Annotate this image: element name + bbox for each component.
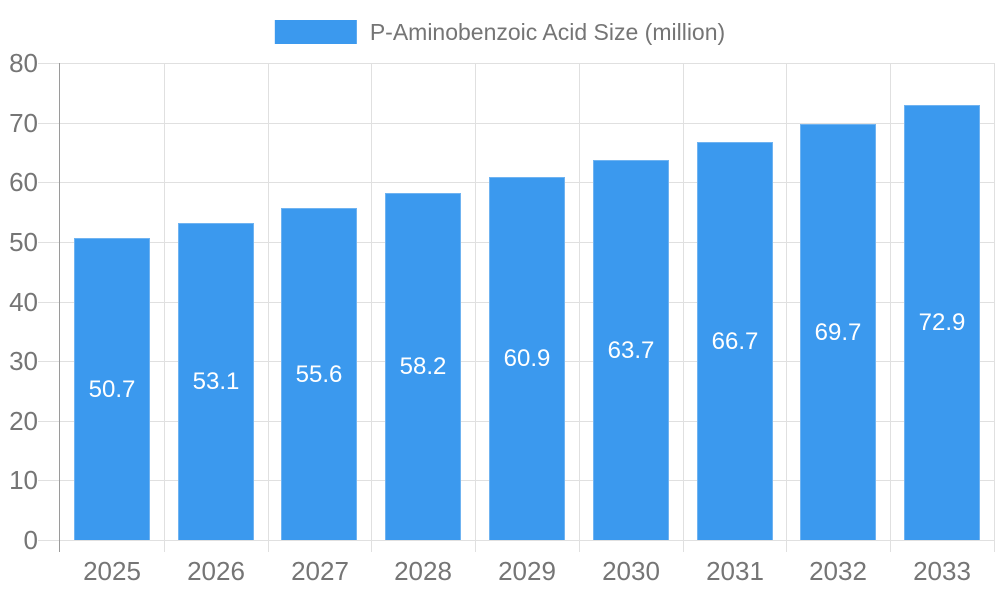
bar-value-label: 58.2 [399, 353, 447, 380]
y-axis-label: 70 [9, 108, 38, 138]
x-axis-label: 2028 [394, 556, 452, 586]
y-axis-label: 40 [9, 287, 38, 317]
y-axis-label: 60 [9, 167, 38, 197]
bar[interactable]: 60.9 [489, 177, 565, 540]
bar-value-label: 69.7 [814, 318, 862, 346]
x-axis-label: 2027 [291, 556, 349, 586]
bar[interactable]: 66.7 [697, 142, 773, 540]
x-gridline [683, 63, 684, 552]
x-axis-label: 2025 [83, 556, 141, 586]
bar-value-label: 55.6 [295, 360, 343, 388]
x-axis-label: 2030 [602, 556, 660, 586]
legend[interactable]: P-Aminobenzoic Acid Size (million) [274, 19, 726, 45]
y-gridline [38, 63, 994, 64]
bar-value-label: 72.9 [918, 309, 966, 336]
bar-value-label: 50.7 [88, 375, 136, 403]
x-gridline [786, 63, 787, 552]
y-axis-line [59, 63, 60, 552]
y-axis-label: 0 [23, 525, 38, 555]
x-gridline [475, 63, 476, 552]
bar[interactable]: 53.1 [178, 223, 254, 540]
y-axis-label: 20 [9, 406, 38, 436]
x-axis-label: 2032 [809, 556, 867, 586]
legend-label: P-Aminobenzoic Acid Size (million) [369, 19, 726, 45]
y-axis-label: 80 [9, 48, 38, 78]
x-axis-label: 2033 [913, 556, 971, 586]
bar[interactable]: 58.2 [385, 193, 461, 540]
bar[interactable]: 55.6 [281, 208, 357, 540]
x-gridline [890, 63, 891, 552]
bar-value-label: 66.7 [711, 327, 759, 355]
bar[interactable]: 63.7 [593, 160, 669, 540]
bar[interactable]: 50.7 [74, 238, 150, 540]
x-gridline [164, 63, 165, 552]
bar-value-label: 60.9 [503, 345, 551, 372]
x-axis-label: 2029 [498, 556, 556, 586]
y-axis-label: 30 [9, 346, 38, 376]
bar[interactable]: 69.7 [800, 124, 876, 540]
x-gridline [371, 63, 372, 552]
bar-value-label: 63.7 [607, 336, 655, 364]
x-gridline [579, 63, 580, 552]
x-axis-label: 2031 [706, 556, 764, 586]
y-axis-label: 10 [9, 465, 38, 495]
x-axis-label: 2026 [187, 556, 245, 586]
y-gridline [38, 123, 994, 124]
x-gridline [268, 63, 269, 552]
y-gridline [38, 540, 994, 541]
y-axis-label: 50 [9, 227, 38, 257]
x-gridline [994, 63, 995, 552]
bar-value-label: 53.1 [192, 368, 240, 395]
legend-swatch [274, 20, 357, 44]
bar[interactable]: 72.9 [904, 105, 980, 540]
